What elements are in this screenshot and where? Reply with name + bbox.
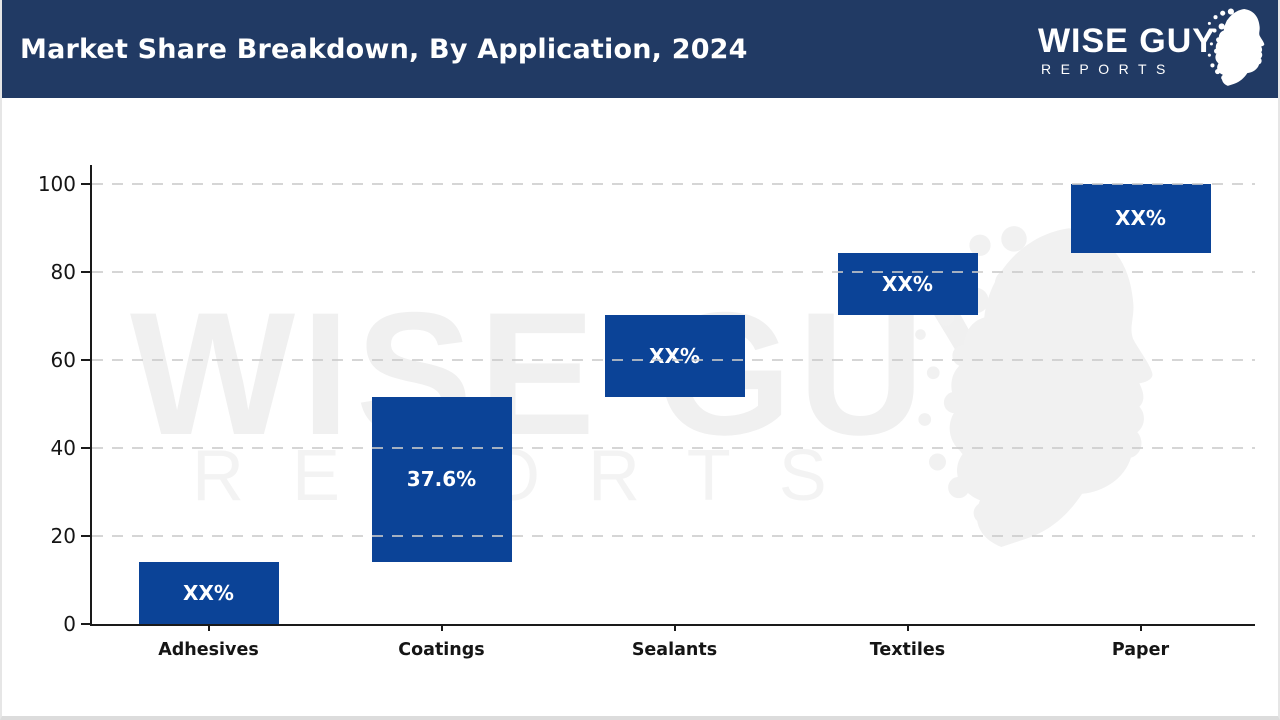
bar-value-label: XX% <box>882 271 933 296</box>
wiseguy-logo-wordmark: WISE GUY <box>1037 21 1216 60</box>
y-axis-tick <box>81 183 90 185</box>
y-tick-label: 0 <box>63 612 76 636</box>
y-axis-tick <box>81 447 90 449</box>
y-axis-tick <box>81 271 90 273</box>
bar: 37.6% <box>371 396 512 562</box>
y-axis-tick <box>81 535 90 537</box>
chart-title: Market Share Breakdown, By Application, … <box>20 33 748 65</box>
wiseguy-logo-subtitle: REPORTS <box>1040 60 1175 77</box>
x-axis-tick <box>1139 624 1142 631</box>
x-axis-tick <box>207 624 210 631</box>
watermark-face-icon <box>915 226 1153 547</box>
wiseguy-face-icon <box>1207 8 1265 86</box>
chart-plot-area: 0 20 40 60 80 100 XX% Adhesives 37.6% Coatings XX%… <box>38 165 1255 660</box>
bar-value-label: XX% <box>1115 206 1166 231</box>
x-category-label: Coatings <box>398 640 485 660</box>
bar: XX% <box>1070 184 1211 253</box>
y-tick-label: 20 <box>50 524 76 548</box>
bar-value-label: 37.6% <box>406 467 477 492</box>
x-category-label: Adhesives <box>158 640 259 660</box>
wiseguy-logo-text: WISE GUY REPORTS <box>1038 22 1216 77</box>
x-category-label: Paper <box>1111 640 1170 660</box>
watermark-wordmark: WISE GUY <box>130 277 1054 472</box>
gridline <box>92 271 1255 273</box>
y-tick-label: 60 <box>50 348 76 372</box>
bar-value-label: XX% <box>183 580 234 605</box>
y-tick-label: 80 <box>50 260 76 284</box>
x-axis-tick <box>673 624 676 631</box>
y-tick-label: 100 <box>37 172 76 196</box>
bar-value-label: XX% <box>649 343 700 368</box>
y-axis-tick <box>81 359 90 361</box>
x-category-label: Textiles <box>869 640 946 660</box>
bar: XX% <box>837 252 978 316</box>
gridline <box>92 183 1255 185</box>
chart-header-bar: Market Share Breakdown, By Application, … <box>0 0 1280 98</box>
gridline <box>92 447 1255 449</box>
gridline <box>92 359 1255 361</box>
bar: XX% <box>604 315 745 397</box>
gridline <box>92 535 1255 537</box>
y-axis-tick <box>81 623 90 625</box>
x-axis-tick <box>906 624 909 631</box>
x-category-label: Sealants <box>631 640 718 660</box>
x-axis-tick <box>440 624 443 631</box>
wiseguy-logo: WISE GUY REPORTS <box>1038 8 1266 90</box>
bar: XX% <box>138 561 279 624</box>
y-tick-label: 40 <box>50 436 76 460</box>
